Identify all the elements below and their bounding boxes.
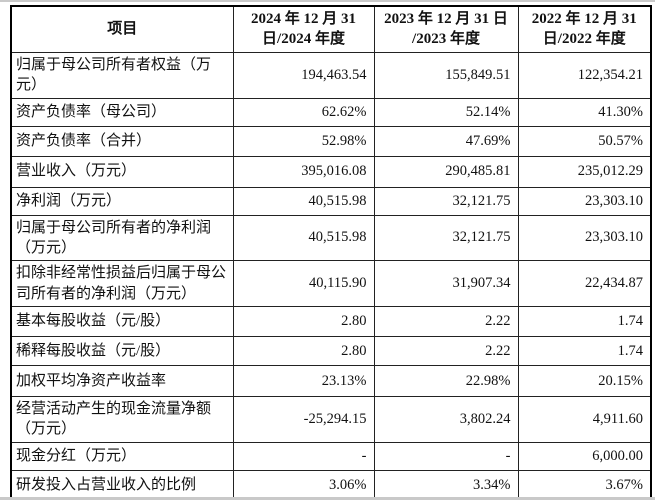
cell-value: 2.22: [373, 336, 519, 366]
row-label: 经营活动产生的现金流量净额（万元）: [10, 396, 234, 443]
row-label: 现金分红（万元）: [10, 441, 234, 471]
cell-value: 62.62%: [232, 97, 375, 127]
cell-value: 40,115.90: [232, 260, 375, 307]
header-item-column: 项目: [10, 5, 234, 53]
cell-value: 20.15%: [517, 365, 652, 397]
cell-value: 50.57%: [517, 125, 652, 157]
table-row-diluted-eps: 稀释每股收益（元/股） 2.80 2.22 1.74: [10, 336, 652, 366]
header-col-2023-line1: 2023 年 12 月 31 日: [384, 11, 508, 27]
table-row-revenue: 营业收入（万元） 395,016.08 290,485.81 235,012.2…: [10, 155, 652, 188]
row-label: 净利润（万元）: [10, 186, 234, 216]
header-col-2024: 2024 年 12 月 31 日/2024 年度: [232, 5, 375, 53]
row-label: 基本每股收益（元/股）: [10, 306, 234, 337]
row-label: 资产负债率（母公司）: [10, 97, 234, 127]
table-row-debt-ratio-parent: 资产负债率（母公司） 62.62% 52.14% 41.30%: [10, 97, 652, 127]
cell-value: 194,463.54: [232, 51, 375, 99]
cell-value: 235,012.29: [517, 155, 652, 188]
cell-value: 1.74: [517, 306, 652, 337]
cell-value: 3.67%: [517, 469, 652, 500]
table-header-row: 项目 2024 年 12 月 31 日/2024 年度 2023 年 12 月 3…: [10, 5, 652, 53]
bottom-edge-divider: [0, 497, 655, 500]
row-label: 加权平均净资产收益率: [10, 365, 234, 397]
cell-value: 23,303.10: [517, 186, 652, 216]
table-row-rd-ratio: 研发投入占营业收入的比例 3.06% 3.34% 3.67%: [10, 469, 652, 500]
top-edge-divider: [0, 0, 655, 2]
table-row-net-profit-deducted: 扣除非经常性损益后归属于母公司所有者的净利润（万元） 40,115.90 31,…: [10, 260, 652, 307]
cell-value: 290,485.81: [373, 155, 519, 188]
table-row-operating-cash-flow: 经营活动产生的现金流量净额（万元） -25,294.15 3,802.24 4,…: [10, 396, 652, 443]
table-row-net-profit: 净利润（万元） 40,515.98 32,121.75 23,303.10: [10, 186, 652, 216]
cell-value: 395,016.08: [232, 155, 375, 188]
cell-value: 22.98%: [373, 365, 519, 397]
cell-value: -: [373, 441, 519, 471]
cell-value: 40,515.98: [232, 186, 375, 216]
header-col-2023-line2: /2023 年度: [412, 31, 480, 48]
table-row-basic-eps: 基本每股收益（元/股） 2.80 2.22 1.74: [10, 306, 652, 337]
cell-value: 47.69%: [373, 125, 519, 157]
cell-value: 32,121.75: [373, 214, 519, 261]
row-label: 归属于母公司所有者的净利润（万元）: [10, 214, 234, 261]
cell-value: 1.74: [517, 336, 652, 366]
header-col-2022-line2: 日/2022 年度: [542, 31, 626, 48]
cell-value: 31,907.34: [373, 260, 519, 307]
cell-value: 155,849.51: [373, 51, 519, 99]
cell-value: 3.06%: [232, 469, 375, 500]
header-col-2023: 2023 年 12 月 31 日/2023 年度: [373, 5, 519, 53]
row-label: 营业收入（万元）: [10, 155, 234, 188]
cell-value: 52.14%: [373, 97, 519, 127]
cell-value: -25,294.15: [232, 396, 375, 443]
table-row-net-profit-attributable: 归属于母公司所有者的净利润（万元） 40,515.98 32,121.75 23…: [10, 214, 652, 261]
header-col-2024-line1: 2024 年 12 月 31: [250, 11, 356, 27]
cell-value: 4,911.60: [517, 396, 652, 443]
row-label: 归属于母公司所有者权益（万元）: [10, 51, 234, 99]
cell-value: 2.80: [232, 336, 375, 366]
row-label: 资产负债率（合并）: [10, 125, 234, 157]
header-col-2022: 2022 年 12 月 31 日/2022 年度: [517, 5, 652, 53]
cell-value: 6,000.00: [517, 441, 652, 471]
table-row-debt-ratio-consolidated: 资产负债率（合并） 52.98% 47.69% 50.57%: [10, 125, 652, 157]
cell-value: 3.34%: [373, 469, 519, 500]
row-label: 扣除非经常性损益后归属于母公司所有者的净利润（万元）: [10, 260, 234, 307]
cell-value: 2.80: [232, 306, 375, 337]
cell-value: 23,303.10: [517, 214, 652, 261]
row-label: 稀释每股收益（元/股）: [10, 336, 234, 366]
cell-value: 52.98%: [232, 125, 375, 157]
table-row-equity: 归属于母公司所有者权益（万元） 194,463.54 155,849.51 12…: [10, 51, 652, 99]
cell-value: 23.13%: [232, 365, 375, 397]
table-row-cash-dividend: 现金分红（万元） - - 6,000.00: [10, 441, 652, 471]
cell-value: 3,802.24: [373, 396, 519, 443]
cell-value: 40,515.98: [232, 214, 375, 261]
header-col-2024-line2: 日/2024 年度: [262, 31, 345, 48]
row-label: 研发投入占营业收入的比例: [10, 469, 234, 500]
financial-summary-table: 项目 2024 年 12 月 31 日/2024 年度 2023 年 12 月 3…: [10, 5, 652, 500]
cell-value: 2.22: [373, 306, 519, 337]
cell-value: 22,434.87: [517, 260, 652, 307]
cell-value: 32,121.75: [373, 186, 519, 216]
cell-value: 122,354.21: [517, 51, 652, 99]
cell-value: -: [232, 441, 375, 471]
header-col-2022-line1: 2022 年 12 月 31: [531, 11, 637, 27]
cell-value: 41.30%: [517, 97, 652, 127]
table-row-weighted-roe: 加权平均净资产收益率 23.13% 22.98% 20.15%: [10, 365, 652, 397]
